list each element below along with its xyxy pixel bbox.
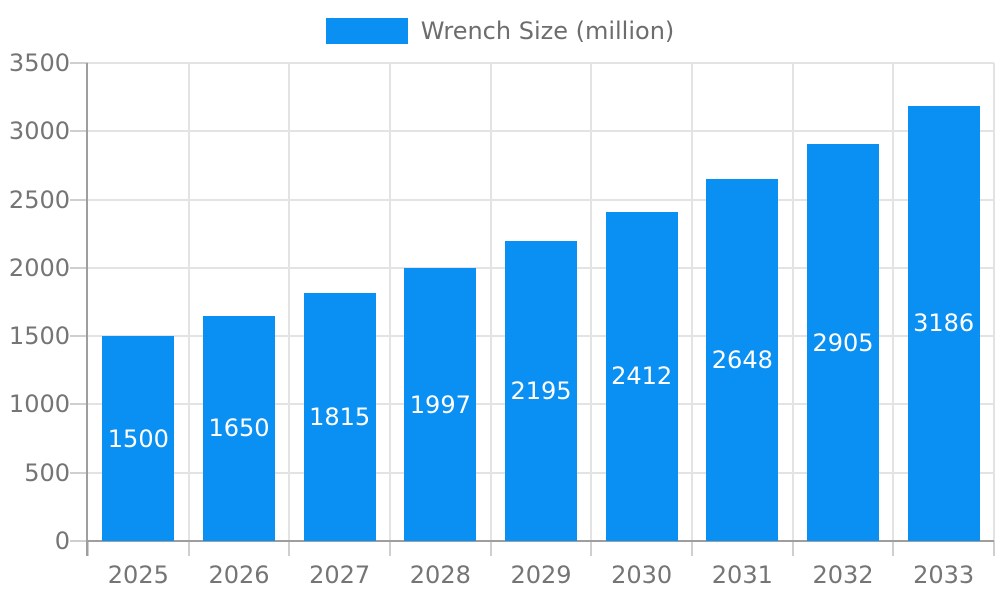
x-tick xyxy=(389,541,391,556)
y-tick xyxy=(70,198,88,201)
x-tick xyxy=(791,541,794,556)
x-gridline xyxy=(590,63,593,541)
x-axis-label: 2026 xyxy=(208,561,270,589)
x-gridline xyxy=(993,63,995,541)
x-axis-line xyxy=(86,540,994,542)
y-tick-label: 500 xyxy=(24,458,70,487)
bar[interactable]: 1997 xyxy=(404,268,477,541)
x-gridline xyxy=(691,63,693,541)
y-tick-label: 3500 xyxy=(8,49,70,77)
y-tick-label: 1000 xyxy=(8,390,70,419)
x-axis-label: 2033 xyxy=(913,561,975,589)
x-tick xyxy=(87,541,89,556)
x-tick xyxy=(288,541,291,556)
x-axis-label: 2025 xyxy=(107,561,169,589)
x-gridline xyxy=(288,63,291,541)
y-tick-label: 3000 xyxy=(8,117,70,146)
bar-value-label: 1500 xyxy=(107,424,169,453)
bar[interactable]: 1815 xyxy=(303,293,376,541)
bar-value-label: 1815 xyxy=(309,403,371,432)
y-tick-label: 2000 xyxy=(8,253,70,282)
bar[interactable]: 2412 xyxy=(605,211,678,541)
x-axis-label: 2030 xyxy=(611,561,673,589)
y-gridline xyxy=(88,198,994,201)
bar[interactable]: 2195 xyxy=(505,241,577,541)
legend-swatch xyxy=(325,18,408,44)
x-axis-label: 2031 xyxy=(711,561,773,589)
bar[interactable]: 1500 xyxy=(102,336,175,541)
x-tick xyxy=(691,541,693,556)
y-gridline xyxy=(88,130,994,133)
x-gridline xyxy=(489,63,492,541)
bar[interactable]: 3186 xyxy=(907,105,980,541)
y-tick-label: 1500 xyxy=(8,322,70,351)
x-gridline xyxy=(791,63,794,541)
x-axis-label: 2032 xyxy=(812,561,874,589)
x-gridline xyxy=(892,63,895,541)
bar-value-label: 2905 xyxy=(812,328,874,357)
x-axis-label: 2027 xyxy=(309,561,371,589)
x-tick xyxy=(489,541,492,556)
y-tick-label: 0 xyxy=(54,527,70,555)
bar-value-label: 2648 xyxy=(711,346,773,375)
bar[interactable]: 2648 xyxy=(706,179,779,541)
y-tick xyxy=(70,540,88,542)
legend-label: Wrench Size (million) xyxy=(420,17,675,45)
y-tick-label: 2500 xyxy=(8,185,70,214)
x-gridline xyxy=(187,63,190,541)
bar-value-label: 2195 xyxy=(510,377,572,406)
y-tick xyxy=(70,335,88,338)
x-tick xyxy=(892,541,895,556)
x-axis-label: 2029 xyxy=(510,561,572,589)
y-tick xyxy=(70,471,88,474)
bar-value-label: 2412 xyxy=(611,362,673,391)
y-gridline xyxy=(88,62,994,64)
bar-value-label: 3186 xyxy=(913,309,975,338)
y-tick xyxy=(70,266,88,269)
y-tick xyxy=(70,130,88,133)
bar[interactable]: 2905 xyxy=(807,144,879,541)
y-tick xyxy=(70,62,88,64)
bar-value-label: 1997 xyxy=(409,390,471,419)
legend[interactable]: Wrench Size (million) xyxy=(0,17,1000,45)
x-gridline xyxy=(389,63,391,541)
x-tick xyxy=(187,541,190,556)
y-tick xyxy=(70,403,88,406)
bar[interactable]: 1650 xyxy=(203,315,275,541)
bar-value-label: 1650 xyxy=(208,414,270,443)
x-tick xyxy=(590,541,593,556)
x-tick xyxy=(993,541,995,556)
y-axis-line xyxy=(86,63,88,556)
x-axis-label: 2028 xyxy=(409,561,471,589)
